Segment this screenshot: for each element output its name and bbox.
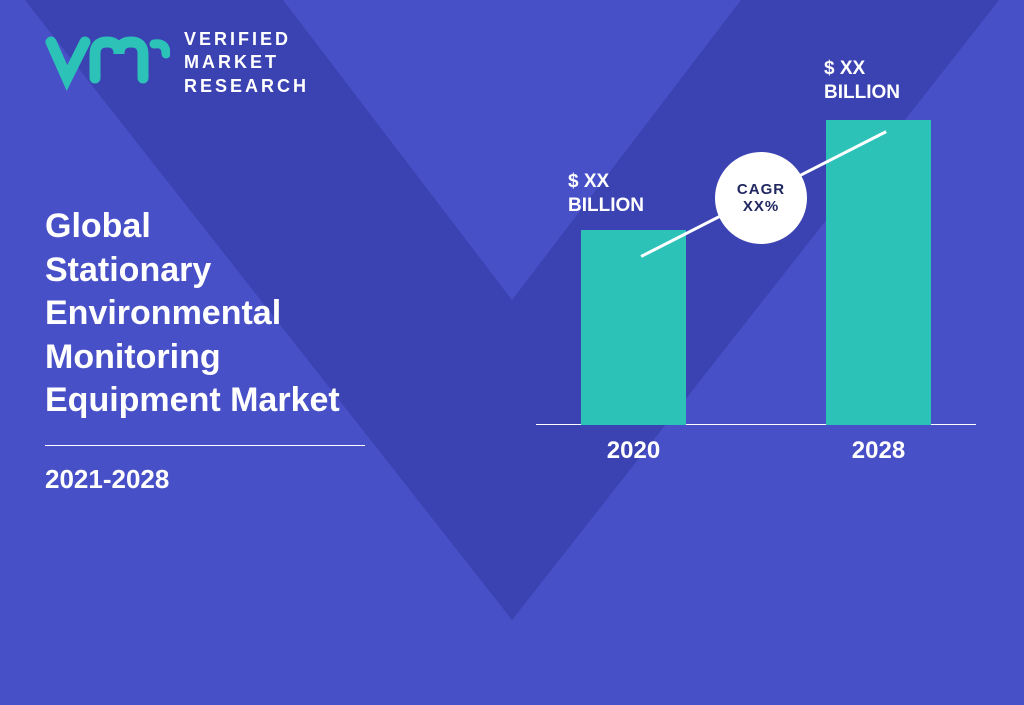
logo-text: VERIFIED MARKET RESEARCH [184,28,309,98]
logo-text-line1: VERIFIED [184,28,309,51]
logo: VERIFIED MARKET RESEARCH [45,28,309,98]
report-title: Global Stationary Environmental Monitori… [45,205,485,423]
title-line: Environmental [45,292,485,336]
value-line2: BILLION [824,81,900,105]
bar-2028 [826,120,931,425]
title-line: Stationary [45,249,485,293]
value-line2: BILLION [568,194,644,218]
forecast-years: 2021-2028 [45,464,485,495]
cagr-badge: CAGR XX% [715,152,807,244]
title-line: Equipment Market [45,379,485,423]
bar-2028-value: $ XX BILLION [824,57,900,105]
logo-text-line3: RESEARCH [184,75,309,98]
title-line: Monitoring [45,336,485,380]
cagr-label: CAGR [737,181,785,198]
bar-2020-year: 2020 [581,437,686,465]
bar-2028-year: 2028 [826,437,931,465]
title-divider [45,445,365,446]
bar-fill [581,230,686,425]
bar-fill [826,120,931,425]
bar-2020-value: $ XX BILLION [568,170,644,218]
title-block: Global Stationary Environmental Monitori… [45,205,485,495]
logo-text-line2: MARKET [184,51,309,74]
value-line1: $ XX [568,170,644,194]
cagr-value: XX% [743,198,779,215]
title-line: Global [45,205,485,249]
logo-mark-icon [45,36,170,91]
value-line1: $ XX [824,57,900,81]
bar-2020 [581,230,686,425]
growth-chart: $ XX BILLION 2020 $ XX BILLION 2028 CAGR… [536,55,976,465]
